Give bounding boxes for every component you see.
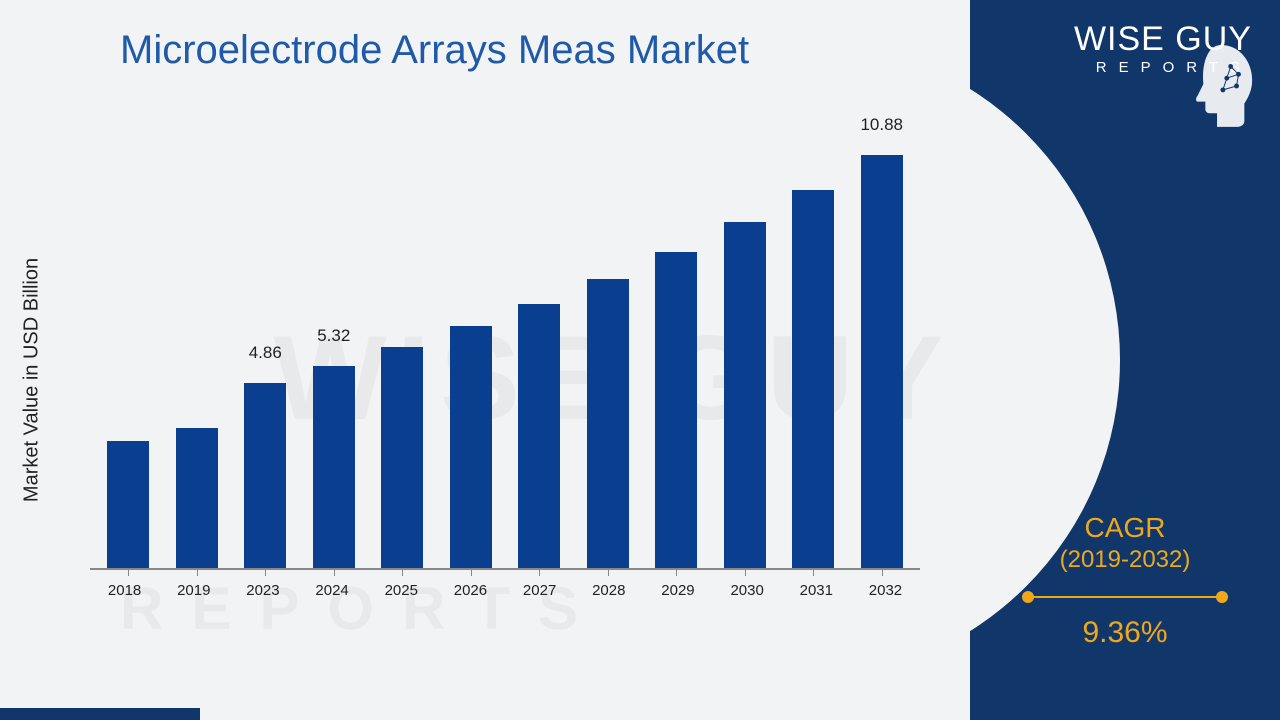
head-icon xyxy=(1180,40,1258,130)
bar-slot xyxy=(779,150,848,568)
x-axis-label: 2026 xyxy=(436,574,505,610)
cagr-title: CAGR xyxy=(1010,512,1240,544)
bar xyxy=(655,252,697,568)
cagr-block: CAGR (2019-2032) 9.36% xyxy=(1010,512,1240,650)
x-axis-label: 2023 xyxy=(228,574,297,610)
x-axis-label: 2019 xyxy=(159,574,228,610)
bars-container: 4.86 5.32 10.88 xyxy=(90,150,920,568)
bar xyxy=(450,326,492,568)
x-axis-label: 2027 xyxy=(505,574,574,610)
chart-area: Market Value in USD Billion 4.865.3210.8… xyxy=(60,150,920,610)
bar xyxy=(381,347,423,568)
bar xyxy=(244,383,286,568)
bar xyxy=(587,279,629,568)
bar-slot: 5.32 xyxy=(300,150,369,568)
bar xyxy=(792,190,834,568)
x-axis-label: 2018 xyxy=(90,574,159,610)
x-axis-label: 2030 xyxy=(713,574,782,610)
x-axis-label: 2024 xyxy=(298,574,367,610)
plot-region: 4.86 5.32 10.88 xyxy=(90,150,920,570)
x-axis-label: 2028 xyxy=(574,574,643,610)
cagr-value: 9.36% xyxy=(1010,616,1240,650)
bar-value-label: 10.88 xyxy=(860,115,903,135)
y-axis-label: Market Value in USD Billion xyxy=(21,258,44,502)
bar xyxy=(861,155,903,568)
bar xyxy=(724,222,766,568)
brand-logo: WISE GUY REPORTS xyxy=(1074,22,1252,75)
bottom-accent-bar xyxy=(0,708,200,720)
bar xyxy=(176,428,218,568)
bar-slot xyxy=(163,150,232,568)
bar-slot xyxy=(505,150,574,568)
x-axis-label: 2031 xyxy=(782,574,851,610)
cagr-divider xyxy=(1028,596,1222,598)
bar-slot xyxy=(437,150,506,568)
x-axis-label: 2029 xyxy=(643,574,712,610)
x-axis-label: 2032 xyxy=(851,574,920,610)
cagr-period: (2019-2032) xyxy=(1010,546,1240,574)
bar-slot: 10.88 xyxy=(848,150,917,568)
bar-slot: 4.86 xyxy=(231,150,300,568)
bar-value-label: 5.32 xyxy=(317,326,350,346)
bar-slot xyxy=(574,150,643,568)
x-axis-labels: 2018201920232024202520262027202820292030… xyxy=(90,574,920,610)
bar-slot xyxy=(368,150,437,568)
bar xyxy=(518,304,560,568)
bar xyxy=(313,366,355,568)
bar xyxy=(107,441,149,568)
chart-canvas: WISE GUY REPORTS Microelectrode Arrays M… xyxy=(0,0,1280,720)
chart-title: Microelectrode Arrays Meas Market xyxy=(120,28,749,73)
bar-value-label: 4.86 xyxy=(249,343,282,363)
x-axis-label: 2025 xyxy=(367,574,436,610)
bar-slot xyxy=(642,150,711,568)
bar-slot xyxy=(94,150,163,568)
bar-slot xyxy=(711,150,780,568)
